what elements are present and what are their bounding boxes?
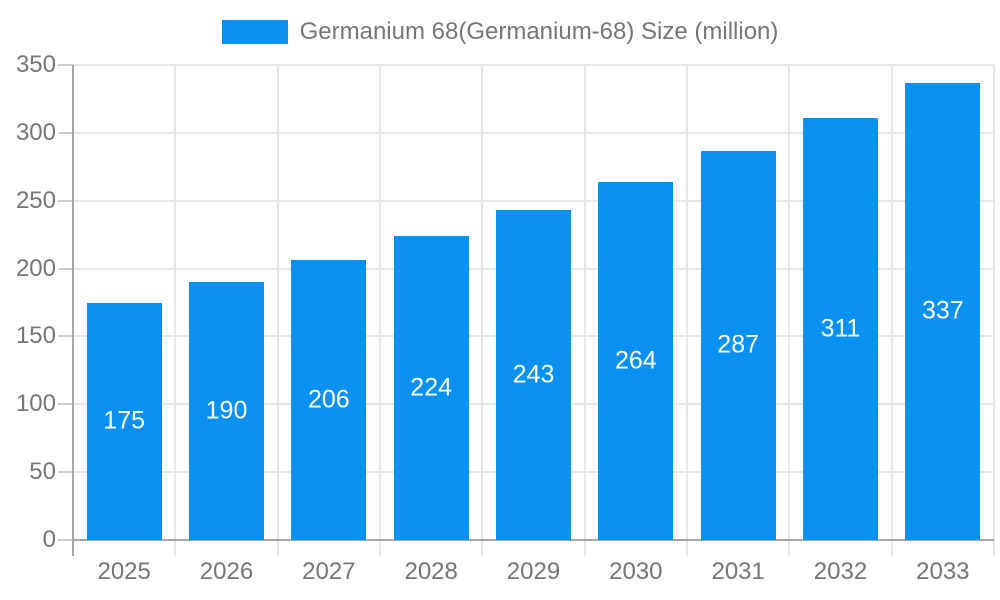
x-axis-label: 2028 [404,558,458,585]
y-axis-label: 200 [15,254,56,282]
bar [598,181,674,540]
y-tick [58,539,73,541]
bar [393,236,469,540]
bar-value-label: 311 [820,314,861,343]
legend-label: Germanium 68(Germanium-68) Size (million… [299,18,779,45]
x-axis-label: 2030 [609,558,663,585]
bar-value-label: 287 [717,330,760,359]
v-gridline [583,65,586,556]
bar [905,82,981,540]
v-gridline [379,65,381,556]
x-axis-label: 2029 [506,558,561,585]
x-axis-line [73,539,994,541]
bar [700,150,776,540]
x-axis-label: 2027 [302,558,356,585]
y-axis-label: 0 [42,526,56,553]
legend: Germanium 68(Germanium-68) Size (million… [0,16,1000,48]
v-gridline [686,65,688,556]
h-gridline [73,64,994,66]
x-axis-label: 2031 [711,558,765,585]
x-axis-label: 2025 [97,558,151,585]
y-tick [58,471,73,474]
v-gridline [788,65,791,556]
v-gridline [174,65,177,556]
y-axis-label: 50 [29,458,56,486]
y-tick [58,403,73,406]
x-axis-label: 2033 [916,558,970,585]
y-axis-label: 150 [15,322,56,350]
legend-swatch-icon [221,20,288,44]
y-tick [58,199,73,202]
y-axis-label: 300 [15,118,56,146]
bar [496,210,571,540]
bar [86,302,162,540]
h-gridline [73,131,994,134]
y-axis-label: 100 [15,390,56,418]
bar-value-label: 243 [512,360,555,389]
v-gridline [481,65,484,556]
bar-value-label: 190 [205,396,248,425]
h-gridline [73,199,994,202]
v-gridline [276,65,279,556]
y-axis-line [72,65,74,556]
y-tick [58,64,73,66]
bar-value-label: 175 [103,406,146,435]
bar-value-label: 206 [307,385,350,414]
bar-value-label: 337 [921,296,964,325]
y-tick [58,131,73,134]
x-axis-label: 2026 [199,558,254,585]
y-axis-label: 350 [15,51,56,78]
x-axis-label: 2032 [813,558,868,585]
bar [291,260,367,540]
bar-value-label: 264 [614,346,657,375]
bar-value-label: 224 [410,373,453,402]
bar [189,282,264,540]
y-axis-label: 250 [15,186,56,214]
bar [803,117,878,540]
y-tick [58,335,73,338]
y-tick [58,267,73,270]
v-gridline [993,65,995,556]
v-gridline [890,65,893,556]
